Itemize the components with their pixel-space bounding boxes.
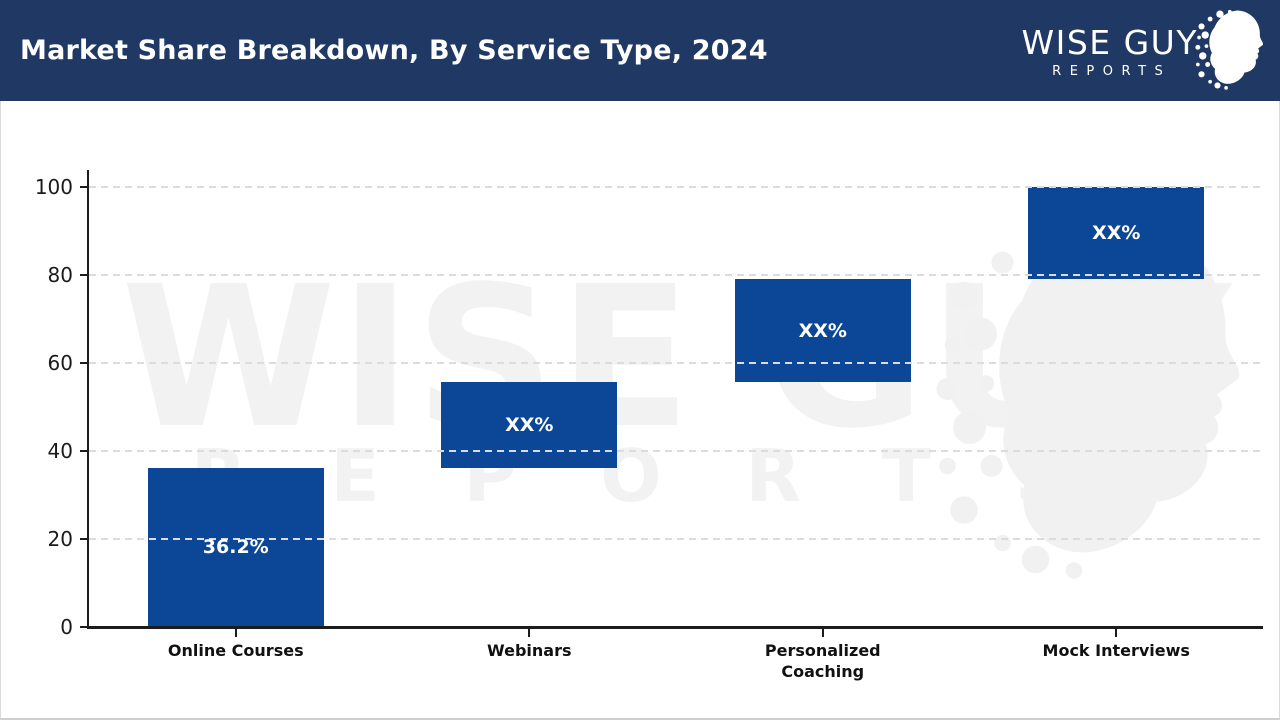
dot	[1065, 562, 1083, 579]
dot	[1227, 9, 1232, 14]
dot	[1021, 353, 1039, 370]
dot	[936, 378, 959, 400]
dot	[1063, 510, 1085, 532]
header: Market Share Breakdown, By Service Type,…	[0, 0, 1280, 101]
dot	[1239, 12, 1245, 18]
dot	[1195, 44, 1201, 50]
x-axis	[89, 626, 1263, 629]
dot	[1197, 35, 1201, 39]
dot	[980, 455, 1003, 477]
dot	[1201, 30, 1209, 39]
dot	[1208, 79, 1212, 84]
dot	[1232, 17, 1237, 22]
bar-online-courses	[147, 467, 324, 627]
bar-value-label: 36.2%	[202, 536, 269, 559]
x-tick-3	[821, 629, 824, 637]
bar-webinars	[441, 382, 618, 468]
bar-value-label: XX%	[1092, 222, 1141, 245]
dot	[1227, 54, 1232, 59]
y-tick-label: 60	[47, 351, 73, 375]
dot	[1195, 62, 1200, 66]
y-tick-0	[80, 626, 87, 628]
x-tick-4	[1115, 629, 1118, 637]
y-tick-label: 40	[47, 439, 73, 463]
dot	[1021, 435, 1039, 453]
brand-name: WISE GUY	[1021, 22, 1198, 62]
bar-mock-interviews	[1028, 187, 1205, 280]
gridline-100	[89, 186, 1263, 188]
y-tick-label: 100	[34, 175, 73, 199]
y-tick-label: 80	[47, 263, 73, 287]
dot	[1093, 369, 1110, 387]
dot	[1207, 16, 1213, 22]
dot	[1219, 64, 1225, 69]
dot	[964, 317, 997, 351]
dot	[1223, 73, 1229, 79]
dot	[1216, 9, 1224, 18]
dot	[1035, 389, 1058, 411]
brand-tagline: REPORTS	[1052, 63, 1172, 79]
bar-value-label: XX%	[505, 414, 554, 437]
dot	[977, 375, 995, 392]
dot	[950, 281, 978, 310]
page-title: Market Share Breakdown, By Service Type,…	[20, 35, 768, 66]
y-tick-20	[80, 538, 87, 540]
dot	[1205, 61, 1211, 67]
dot	[1214, 57, 1219, 61]
x-tick-1	[234, 629, 237, 637]
dot	[991, 251, 1014, 274]
dot	[1046, 466, 1069, 488]
y-tick-60	[80, 362, 87, 364]
dot	[950, 496, 978, 524]
bar-personalized-coaching	[734, 279, 911, 383]
gridline-40	[89, 450, 1263, 452]
y-tick-label: 20	[47, 527, 73, 551]
dot	[953, 411, 986, 444]
face-profile-dots-icon	[1195, 9, 1264, 90]
dot	[1082, 424, 1099, 442]
dot	[1221, 20, 1226, 25]
gridline-20	[89, 538, 1263, 540]
chart-area: WISE GUY REPORTS 36.2% XX% XX% XX% 0 20 40 60 80…	[0, 101, 1280, 720]
dot	[1074, 312, 1096, 334]
y-axis	[87, 170, 89, 629]
brand-logo-text: WISE GUY REPORTS	[1021, 23, 1198, 79]
brand-logo: WISE GUY REPORTS	[1021, 0, 1268, 101]
dot	[939, 457, 956, 475]
bar-value-label: XX%	[798, 319, 847, 342]
dot	[944, 336, 962, 354]
x-axis-category-label: Online Courses	[167, 641, 304, 660]
head-silhouette	[1209, 9, 1264, 84]
dot	[1204, 43, 1209, 48]
dot	[1214, 38, 1219, 43]
y-tick-40	[80, 450, 87, 452]
dot	[1199, 51, 1207, 60]
y-tick-100	[80, 186, 87, 188]
x-axis-category-label: Mock Interviews	[1042, 641, 1190, 660]
dot	[1214, 81, 1221, 88]
dot	[1226, 29, 1231, 35]
x-axis-category-label: Personalized Coaching	[764, 641, 881, 681]
x-tick-2	[528, 629, 531, 637]
dot	[1230, 42, 1235, 47]
y-tick-80	[80, 274, 87, 276]
dot	[1224, 85, 1228, 90]
x-axis-category-label: Webinars	[487, 641, 572, 660]
watermark-text-line2: REPORTS	[191, 434, 1151, 518]
dot	[1217, 46, 1223, 52]
dot	[1021, 545, 1050, 574]
gridline-80	[89, 274, 1263, 276]
gridline-60	[89, 362, 1263, 364]
y-tick-label: 0	[60, 615, 73, 639]
dot	[1198, 70, 1205, 77]
dot	[1198, 22, 1205, 29]
